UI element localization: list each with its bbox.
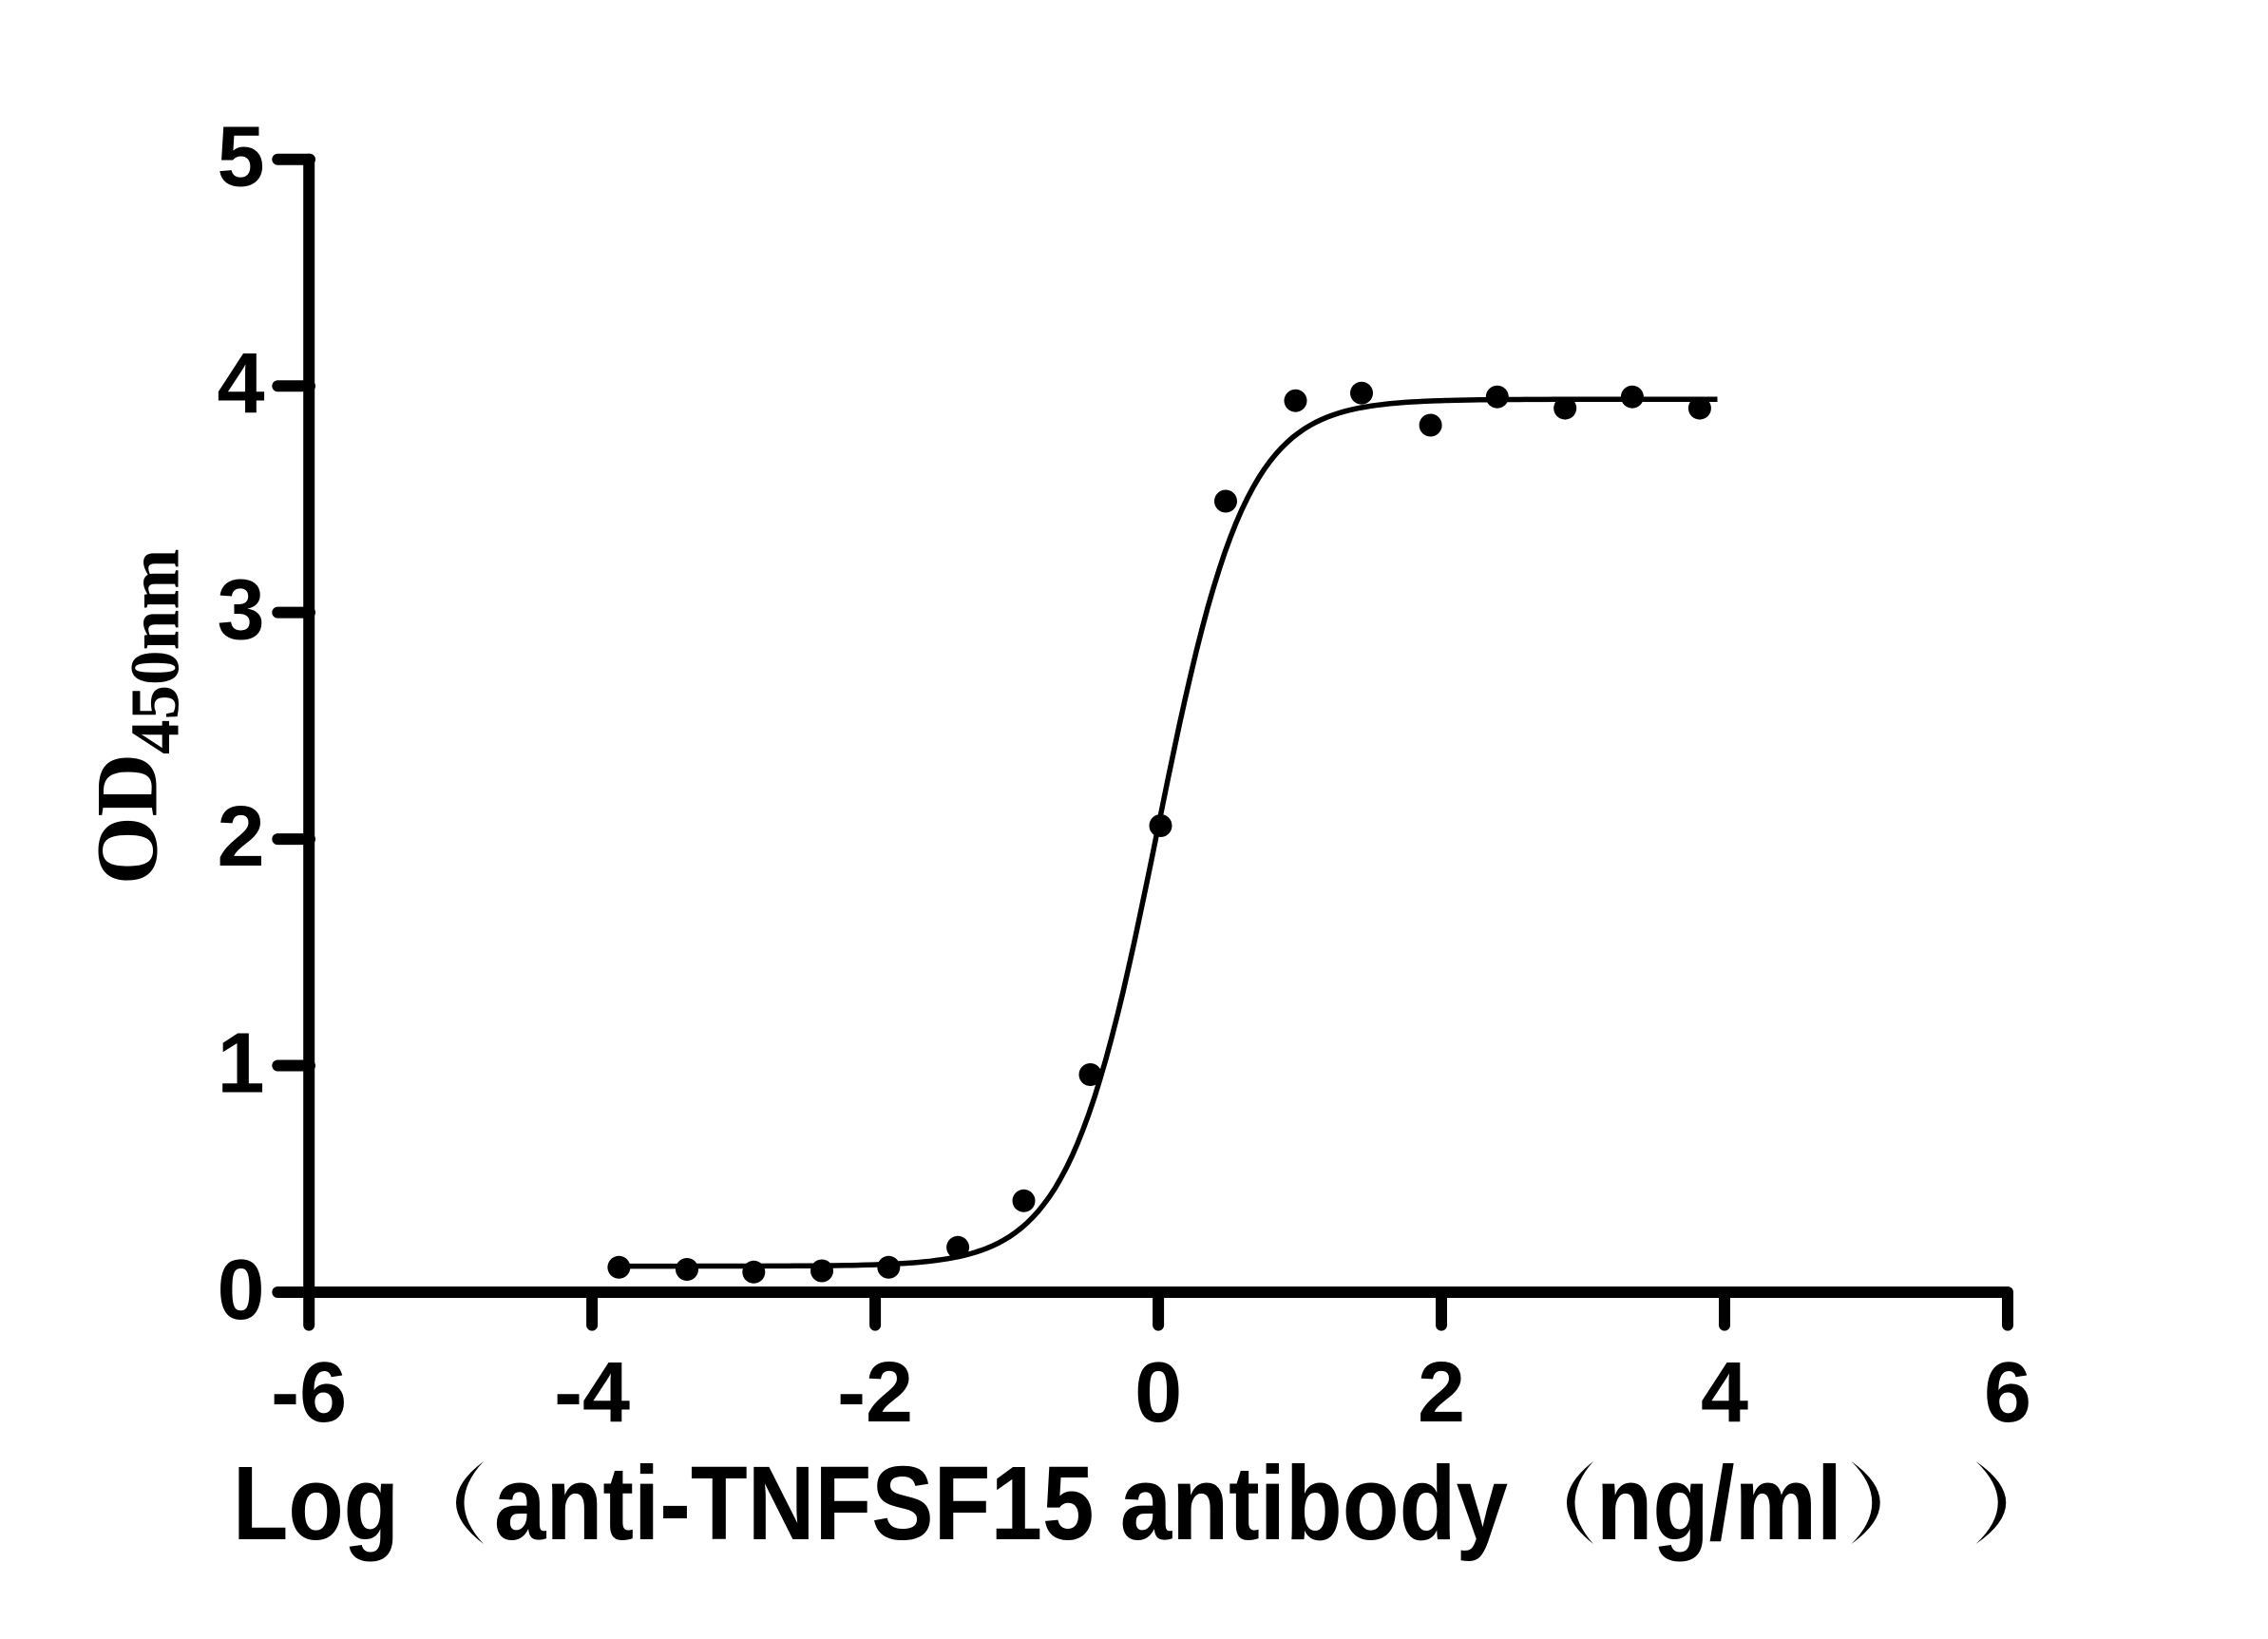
svg-text:5: 5 — [217, 110, 264, 205]
svg-text:-2: -2 — [837, 1345, 913, 1440]
svg-text:-4: -4 — [554, 1345, 630, 1440]
svg-text:4: 4 — [1701, 1345, 1748, 1440]
svg-text:2: 2 — [217, 790, 264, 885]
svg-text:0: 0 — [1134, 1345, 1182, 1440]
svg-text:1: 1 — [217, 1017, 264, 1112]
svg-text:2: 2 — [1418, 1345, 1465, 1440]
svg-text:450nm: 450nm — [113, 549, 195, 754]
svg-text:anti-TNFSF15 antibody: anti-TNFSF15 antibody — [494, 1445, 1508, 1562]
svg-text:0: 0 — [217, 1243, 264, 1338]
svg-text:3: 3 — [217, 563, 264, 658]
svg-text:ng/ml: ng/ml — [1596, 1445, 1842, 1562]
svg-text:-6: -6 — [271, 1345, 347, 1440]
svg-text:4: 4 — [217, 336, 264, 431]
svg-text:OD: OD — [79, 753, 176, 885]
svg-text:Log: Log — [233, 1445, 399, 1562]
svg-text:6: 6 — [1984, 1345, 2031, 1440]
